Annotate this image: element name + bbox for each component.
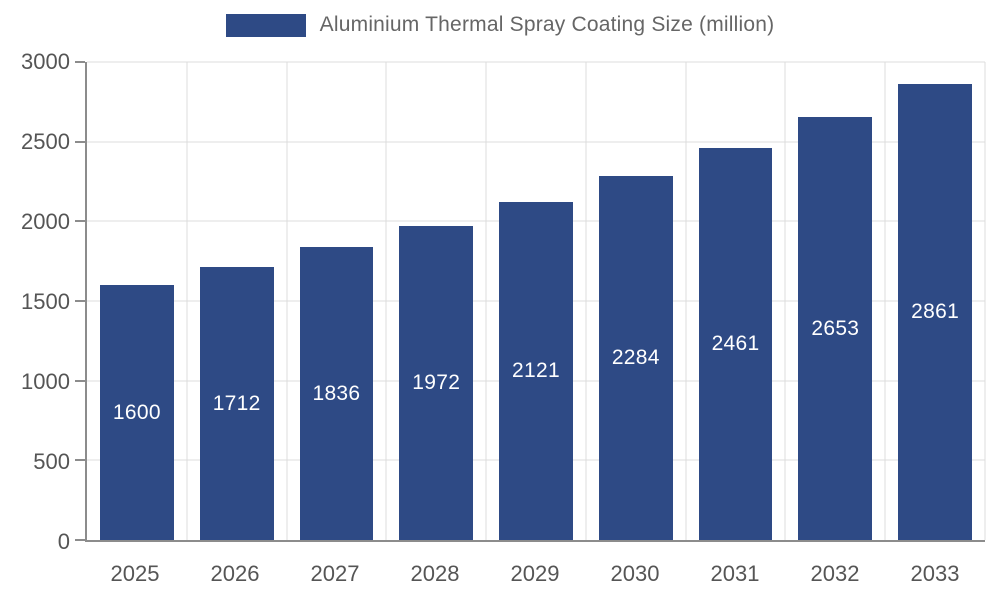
x-axis-label: 2026 bbox=[210, 561, 260, 586]
y-axis-label: 2000 bbox=[21, 209, 70, 235]
x-axis-label: 2025 bbox=[110, 561, 160, 586]
y-axis-label: 3000 bbox=[21, 49, 70, 74]
x-axis-label: 2029 bbox=[510, 561, 560, 586]
bar-value-label: 2284 bbox=[611, 346, 660, 370]
gridline-vertical bbox=[186, 62, 188, 540]
x-axis-label: 2031 bbox=[710, 561, 760, 586]
bar-value-label: 2653 bbox=[811, 316, 860, 340]
bar: 2461 bbox=[698, 147, 773, 540]
bar: 2653 bbox=[798, 117, 873, 540]
x-axis-label: 2032 bbox=[810, 561, 860, 586]
gridline-vertical bbox=[385, 62, 387, 540]
gridline-vertical bbox=[784, 62, 786, 540]
bar: 2121 bbox=[499, 202, 573, 540]
chart-legend: Aluminium Thermal Spray Coating Size (mi… bbox=[0, 13, 1000, 37]
bar-value-label: 1712 bbox=[212, 391, 261, 415]
gridline-horizontal bbox=[87, 141, 985, 143]
x-axis-label: 2028 bbox=[410, 561, 460, 586]
plot-area: 1600 1712 1836 1972 2121 2284 2461 2653 2861 bbox=[75, 61, 986, 542]
x-axis-label: 2027 bbox=[310, 561, 360, 586]
y-tick-mark bbox=[75, 61, 85, 63]
bar-value-label: 1836 bbox=[312, 381, 361, 405]
gridline-vertical bbox=[585, 62, 587, 540]
bar: 1972 bbox=[399, 225, 474, 540]
gridline-horizontal bbox=[87, 61, 985, 63]
y-axis-label: 2500 bbox=[21, 129, 70, 154]
gridline-vertical bbox=[286, 62, 288, 540]
y-axis-label: 0 bbox=[57, 529, 70, 554]
x-axis-label: 2033 bbox=[910, 561, 960, 586]
y-axis: 0 500 1000 1500 2000 2500 3000 bbox=[0, 49, 70, 554]
y-axis-label: 1000 bbox=[21, 369, 70, 395]
gridline-vertical bbox=[884, 62, 886, 540]
bar: 1600 bbox=[99, 285, 174, 540]
legend-label: Aluminium Thermal Spray Coating Size (mi… bbox=[319, 13, 775, 36]
gridline-vertical bbox=[685, 62, 687, 540]
bar: 2284 bbox=[598, 176, 673, 540]
bar: 2861 bbox=[898, 84, 973, 540]
bar: 1712 bbox=[199, 267, 274, 540]
gridline-vertical bbox=[984, 62, 986, 540]
bar-value-label: 2121 bbox=[512, 359, 560, 383]
bar-value-label: 2861 bbox=[911, 300, 960, 324]
legend-swatch bbox=[225, 13, 306, 37]
gridline-vertical bbox=[485, 62, 487, 540]
y-tick-mark bbox=[75, 459, 85, 462]
bar-value-label: 2461 bbox=[711, 331, 760, 355]
x-axis-label: 2030 bbox=[610, 561, 660, 586]
y-tick-mark bbox=[75, 539, 85, 541]
x-axis: 2025 2026 2027 2028 2029 2030 2031 2032 2033 bbox=[85, 544, 985, 587]
y-tick-mark bbox=[75, 140, 85, 143]
bar-value-label: 1600 bbox=[112, 400, 161, 424]
y-tick-mark bbox=[75, 300, 85, 302]
y-tick-mark bbox=[75, 379, 85, 382]
y-axis-label: 1500 bbox=[21, 289, 70, 314]
bar-value-label: 1972 bbox=[412, 370, 461, 394]
bar: 1836 bbox=[299, 247, 374, 540]
y-tick-mark bbox=[75, 220, 85, 223]
y-axis-label: 500 bbox=[33, 449, 70, 475]
